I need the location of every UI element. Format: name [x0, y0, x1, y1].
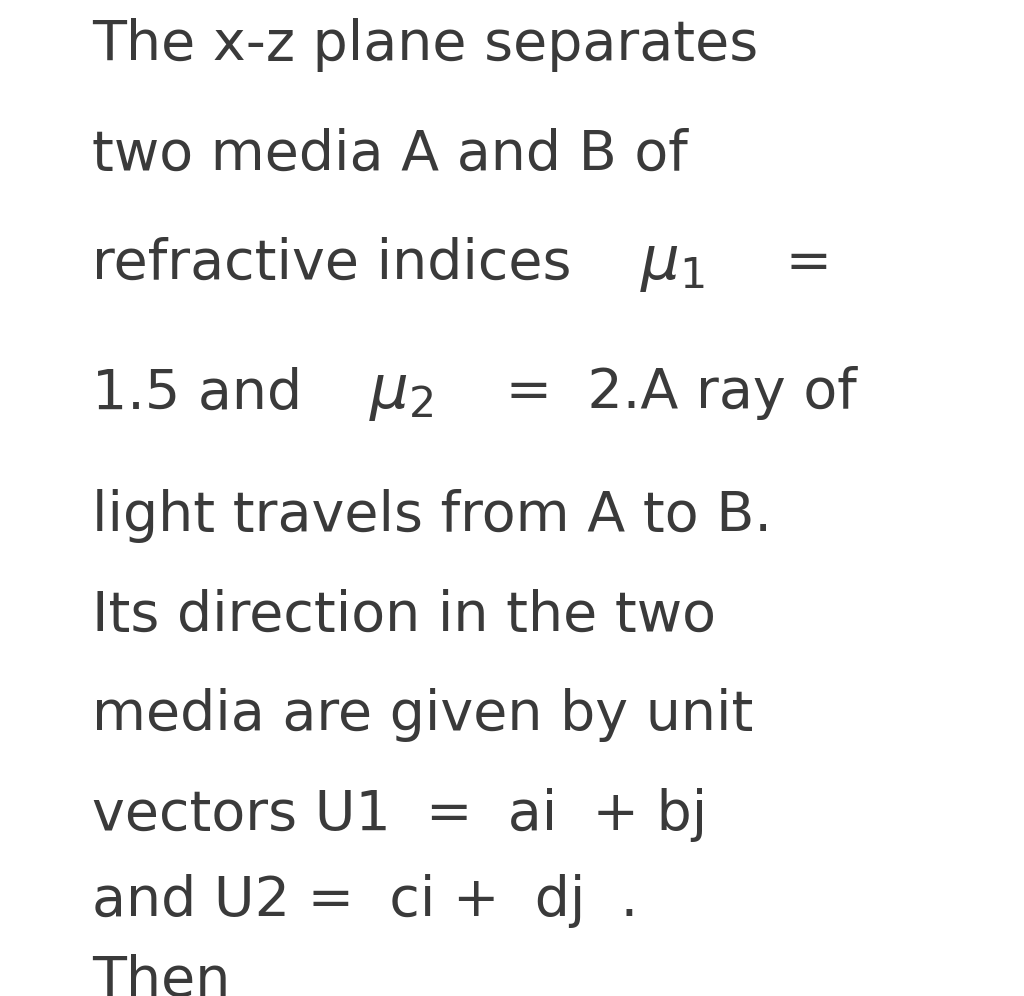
Text: Its direction in the two: Its direction in the two	[92, 589, 716, 642]
Text: 1.5 and: 1.5 and	[92, 367, 319, 420]
Text: light travels from A to B.: light travels from A to B.	[92, 489, 772, 543]
Text: two media A and B of: two media A and B of	[92, 127, 688, 181]
Text: and U2 =  ci +  dj  .: and U2 = ci + dj .	[92, 874, 638, 928]
Text: The x-z plane separates: The x-z plane separates	[92, 18, 759, 72]
Text: media are given by unit: media are given by unit	[92, 688, 754, 742]
Text: $\mu_1$: $\mu_1$	[640, 235, 706, 294]
Text: =  2.A ray of: = 2.A ray of	[488, 367, 857, 420]
Text: Then: Then	[92, 954, 230, 996]
Text: vectors U1  =  ai  + bj: vectors U1 = ai + bj	[92, 788, 708, 842]
Text: $\mu_2$: $\mu_2$	[369, 365, 433, 423]
Text: refractive indices: refractive indices	[92, 237, 607, 291]
Text: =: =	[768, 237, 833, 291]
